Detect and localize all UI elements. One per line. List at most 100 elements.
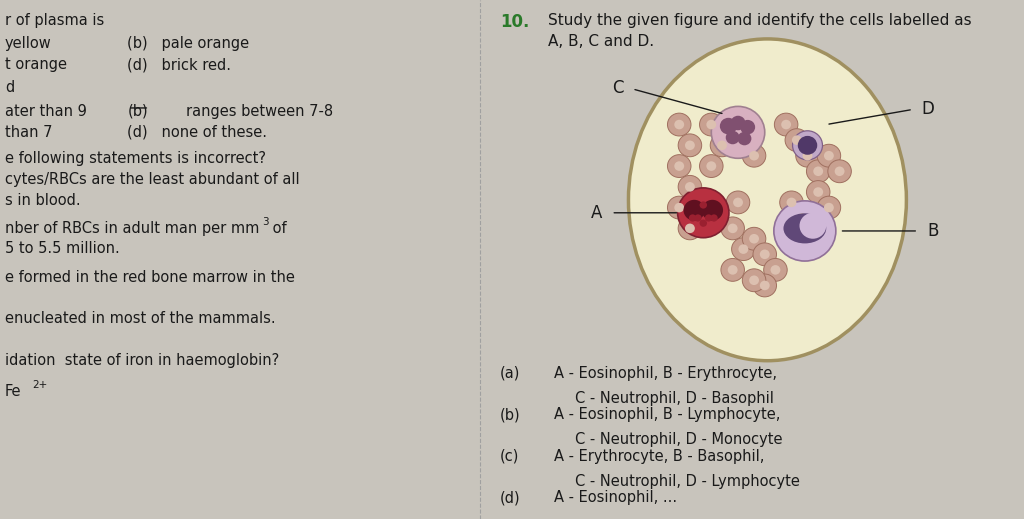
Text: C: C (612, 79, 624, 97)
Circle shape (728, 265, 737, 275)
Circle shape (764, 258, 787, 281)
Circle shape (742, 144, 766, 167)
Circle shape (817, 196, 841, 219)
Circle shape (791, 207, 814, 229)
Circle shape (807, 181, 830, 203)
Circle shape (827, 160, 851, 183)
Circle shape (728, 120, 737, 129)
Circle shape (813, 167, 823, 176)
Circle shape (674, 161, 684, 171)
Circle shape (685, 141, 695, 150)
Circle shape (689, 214, 696, 222)
Text: A - Eosinophil, ...: A - Eosinophil, ... (554, 490, 677, 506)
Text: B: B (928, 222, 939, 240)
Circle shape (760, 281, 770, 290)
Text: A: A (591, 204, 602, 222)
Circle shape (793, 131, 822, 160)
Circle shape (712, 106, 765, 158)
Text: e following statements is incorrect?: e following statements is incorrect? (5, 151, 266, 166)
Circle shape (742, 269, 766, 292)
Circle shape (813, 187, 823, 197)
Text: C - Neutrophil, D - Basophil: C - Neutrophil, D - Basophil (575, 391, 774, 406)
Text: Fe: Fe (5, 384, 22, 399)
Circle shape (803, 151, 812, 160)
Text: (d)   brick red.: (d) brick red. (127, 57, 231, 72)
Circle shape (733, 198, 743, 207)
Circle shape (678, 217, 701, 240)
Circle shape (753, 243, 776, 266)
Circle shape (770, 265, 780, 275)
Circle shape (699, 113, 723, 136)
Text: C - Neutrophil, D - Lymphocyte: C - Neutrophil, D - Lymphocyte (575, 474, 800, 489)
Circle shape (678, 175, 701, 198)
Circle shape (737, 132, 752, 145)
Text: A - Eosinophil, B - Erythrocyte,: A - Eosinophil, B - Erythrocyte, (554, 366, 776, 381)
Ellipse shape (629, 39, 906, 361)
Circle shape (740, 120, 755, 134)
Text: ater than 9: ater than 9 (5, 104, 87, 119)
Circle shape (674, 120, 684, 129)
Circle shape (800, 213, 826, 239)
Text: A - Eosinophil, B - Lymphocyte,: A - Eosinophil, B - Lymphocyte, (554, 407, 780, 422)
Text: d: d (5, 80, 14, 95)
Text: nber of RBCs in adult man per mm: nber of RBCs in adult man per mm (5, 221, 259, 236)
Circle shape (786, 198, 797, 207)
Text: of: of (268, 221, 287, 236)
Text: 10.: 10. (500, 13, 529, 31)
Circle shape (807, 160, 830, 183)
Circle shape (674, 203, 684, 212)
Text: C - Neutrophil, D - Monocyte: C - Neutrophil, D - Monocyte (575, 432, 782, 447)
Text: (b)   pale orange: (b) pale orange (127, 36, 250, 51)
Circle shape (792, 135, 802, 145)
Circle shape (817, 144, 841, 167)
Circle shape (824, 203, 834, 212)
Text: idation  state of iron in haemoglobin?: idation state of iron in haemoglobin? (5, 353, 280, 368)
Circle shape (750, 151, 759, 160)
Text: 2+: 2+ (33, 380, 47, 390)
Circle shape (750, 276, 759, 285)
Circle shape (774, 201, 836, 261)
Circle shape (699, 220, 707, 227)
Circle shape (731, 129, 755, 152)
Text: cytes/RBCs are the least abundant of all: cytes/RBCs are the least abundant of all (5, 172, 299, 187)
Circle shape (699, 201, 707, 209)
Circle shape (707, 120, 716, 129)
Circle shape (728, 224, 737, 233)
Circle shape (781, 120, 792, 129)
Circle shape (668, 113, 691, 136)
Circle shape (699, 155, 723, 177)
Circle shape (668, 155, 691, 177)
Circle shape (707, 161, 716, 171)
Text: Study the given figure and identify the cells labelled as: Study the given figure and identify the … (548, 13, 972, 28)
Circle shape (711, 134, 734, 157)
Text: A, B, C and D.: A, B, C and D. (548, 34, 654, 49)
Circle shape (796, 144, 819, 167)
Text: A - Erythrocyte, B - Basophil,: A - Erythrocyte, B - Basophil, (554, 449, 764, 464)
Circle shape (668, 196, 691, 219)
Circle shape (678, 188, 729, 238)
Text: r of plasma is: r of plasma is (5, 13, 104, 28)
Text: e formed in the red bone marrow in the: e formed in the red bone marrow in the (5, 270, 295, 285)
Circle shape (760, 250, 770, 259)
Text: 5 to 5.5 million.: 5 to 5.5 million. (5, 241, 120, 256)
Circle shape (779, 191, 803, 214)
Circle shape (701, 200, 723, 221)
Circle shape (731, 238, 755, 261)
Circle shape (678, 134, 701, 157)
Circle shape (785, 129, 809, 152)
Text: enucleated in most of the mammals.: enucleated in most of the mammals. (5, 311, 275, 326)
Circle shape (721, 258, 744, 281)
Ellipse shape (783, 213, 826, 243)
Circle shape (711, 214, 718, 222)
Text: (a): (a) (500, 366, 520, 381)
Circle shape (720, 118, 737, 134)
Circle shape (726, 131, 739, 144)
Circle shape (742, 227, 766, 250)
Text: (d): (d) (500, 490, 521, 506)
Text: (d)   none of these.: (d) none of these. (127, 125, 267, 140)
Text: ranges between 7-8: ranges between 7-8 (186, 104, 333, 119)
Text: (c): (c) (500, 449, 519, 464)
Text: t orange: t orange (5, 57, 67, 72)
Circle shape (685, 224, 695, 233)
Circle shape (721, 217, 744, 240)
